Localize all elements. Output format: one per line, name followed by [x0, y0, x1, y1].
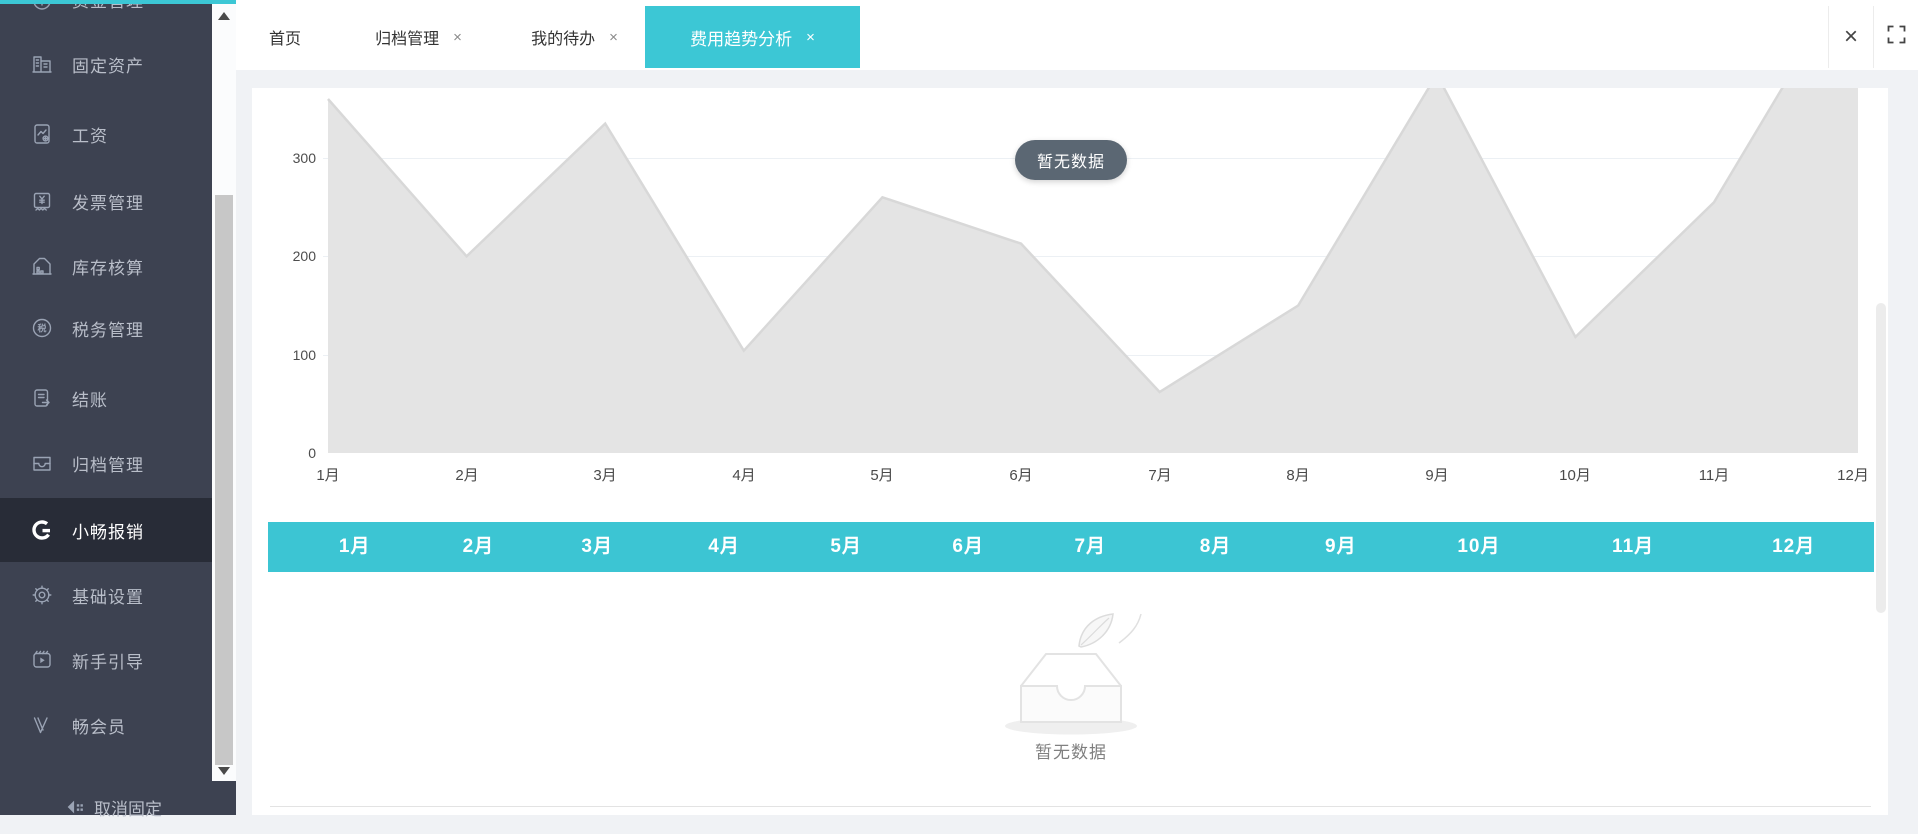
tab-close-icon[interactable]: ×	[609, 28, 618, 46]
no-data-badge: 暂无数据	[1015, 140, 1127, 180]
sidebar-item-label: 税务管理	[72, 320, 144, 340]
x-axis-tick-label: 11月	[1698, 467, 1730, 484]
tab-bar: 首页 归档管理 × 我的待办 × 费用趋势分析 × ×	[236, 0, 1918, 70]
sidebar-item-3[interactable]: 工资	[0, 107, 212, 161]
main-area: 首页 归档管理 × 我的待办 × 费用趋势分析 × × 300 200 100 0 1月 2月 3月 4…	[236, 0, 1918, 815]
scroll-down-arrow-icon[interactable]	[218, 767, 230, 775]
sidebar-item-10[interactable]: 基础设置	[0, 568, 212, 622]
tab-3[interactable]: 我的待办 ×	[512, 6, 637, 68]
sidebar-scrollbar-thumb[interactable]	[215, 195, 233, 765]
closing-icon	[30, 386, 54, 410]
sidebar-unpin-label: 取消固定	[94, 799, 162, 819]
inventory-icon	[30, 254, 54, 278]
sidebar-item-label: 结账	[72, 390, 108, 410]
x-axis-tick-label: 2月	[455, 467, 479, 484]
svg-text:税: 税	[37, 323, 46, 334]
month-bar-label: 1月	[338, 536, 371, 557]
archive-icon	[30, 451, 54, 475]
x-axis-tick-label: 8月	[1286, 467, 1310, 484]
x-axis-tick-label: 5月	[870, 467, 894, 484]
tab-label: 我的待办	[531, 31, 596, 48]
sidebar-unpin-button[interactable]: 取消固定	[0, 780, 212, 834]
tab-1[interactable]: 首页	[245, 6, 325, 68]
fixed-assets-icon	[30, 52, 54, 76]
month-bar-label: 6月	[952, 536, 984, 557]
month-bar-label: 3月	[581, 536, 614, 557]
sidebar-scrollbar[interactable]	[212, 4, 236, 781]
xiaochang-logo-icon	[30, 518, 54, 542]
sidebar-item-4[interactable]: 发票管理	[0, 174, 212, 228]
salary-icon	[30, 122, 54, 146]
x-axis-tick-label: 7月	[1148, 467, 1172, 484]
empty-state-text: 暂无数据	[1035, 743, 1107, 762]
tab-label: 归档管理	[375, 31, 440, 48]
close-icon: ×	[1843, 23, 1858, 50]
sidebar-item-label: 资金管理	[72, 0, 144, 11]
month-bar-label: 10月	[1457, 536, 1501, 557]
tab-close-icon[interactable]: ×	[806, 28, 815, 46]
y-axis-tick-label: 100	[292, 347, 316, 363]
scroll-up-arrow-icon[interactable]	[218, 12, 230, 20]
x-axis-tick-label: 4月	[732, 467, 756, 484]
y-axis-tick-label: 300	[292, 150, 316, 166]
sidebar-item-label: 基础设置	[72, 587, 144, 607]
x-axis-tick-label: 1月	[316, 467, 340, 484]
month-bar-label: 5月	[830, 536, 862, 557]
month-header-bar: 1月 2月 3月 4月 5月 6月 7月 8月 9月 10月 11月 12月	[268, 522, 1874, 572]
tax-icon: 税	[30, 316, 54, 340]
x-axis-tick-label: 12月	[1837, 467, 1869, 484]
month-bar-label: 7月	[1074, 536, 1107, 557]
month-bar-label: 11月	[1612, 536, 1655, 557]
guide-video-icon	[30, 648, 54, 672]
x-axis-tick-label: 10月	[1559, 467, 1591, 484]
fullscreen-icon	[1887, 25, 1906, 49]
sidebar-item-12[interactable]: 畅会员	[0, 698, 212, 752]
expense-trend-area-chart	[323, 0, 1858, 453]
sidebar-item-label: 小畅报销	[72, 522, 144, 542]
sidebar-item-7[interactable]: 结账	[0, 371, 212, 425]
month-bar-label: 8月	[1199, 536, 1232, 557]
sidebar: 资金管理固定资产工资发票管理库存核算税 税务管理结账归档管理小畅报销基础设置新手引…	[0, 0, 236, 819]
sidebar-item-label: 工资	[72, 126, 108, 146]
sidebar-item-5[interactable]: 库存核算	[0, 239, 212, 293]
month-bar-label: 4月	[708, 536, 740, 557]
sidebar-item-11[interactable]: 新手引导	[0, 633, 212, 687]
sidebar-item-label: 归档管理	[72, 455, 144, 475]
month-bar-label: 9月	[1325, 536, 1357, 557]
tab-4[interactable]: 费用趋势分析 ×	[645, 6, 860, 68]
y-axis-tick-label: 200	[292, 248, 316, 264]
sidebar-item-6[interactable]: 税 税务管理	[0, 301, 212, 355]
chart-gridline	[323, 256, 1858, 257]
y-axis-tick-label: 0	[308, 445, 316, 461]
section-divider	[270, 806, 1871, 807]
sidebar-item-8[interactable]: 归档管理	[0, 436, 212, 490]
tab-2[interactable]: 归档管理 ×	[355, 6, 482, 68]
tab-label: 费用趋势分析	[690, 29, 793, 49]
sidebar-item-2[interactable]: 固定资产	[0, 37, 212, 91]
sidebar-item-9[interactable]: 小畅报销	[0, 498, 213, 562]
sidebar-item-label: 畅会员	[72, 717, 126, 737]
collapse-arrow-icon	[64, 796, 86, 818]
sidebar-item-label: 新手引导	[72, 652, 144, 672]
empty-box-icon	[991, 598, 1156, 743]
tab-close-icon[interactable]: ×	[453, 28, 462, 46]
month-bar-label: 12月	[1772, 536, 1816, 557]
window-top-accent-strip	[0, 0, 236, 4]
close-tab-button[interactable]: ×	[1828, 6, 1873, 68]
content-scrollbar-thumb[interactable]	[1876, 303, 1886, 613]
member-v-icon	[30, 713, 54, 737]
x-axis-tick-label: 6月	[1009, 467, 1033, 484]
x-axis-tick-label: 9月	[1425, 467, 1449, 484]
invoice-icon	[30, 189, 54, 213]
tab-label: 首页	[268, 31, 301, 48]
month-bar-label: 2月	[462, 536, 495, 557]
sidebar-item-label: 库存核算	[72, 258, 144, 278]
fullscreen-button[interactable]	[1873, 6, 1918, 68]
sidebar-item-label: 固定资产	[72, 56, 144, 76]
sidebar-item-label: 发票管理	[72, 193, 144, 213]
settings-gear-icon	[30, 583, 54, 607]
x-axis-tick-label: 3月	[593, 467, 617, 484]
